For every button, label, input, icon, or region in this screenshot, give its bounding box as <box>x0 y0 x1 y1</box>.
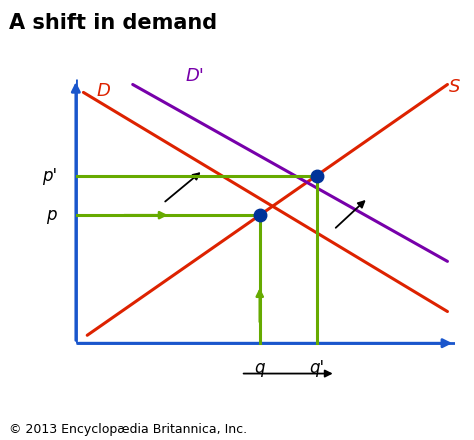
Text: p': p' <box>42 167 57 184</box>
Text: q': q' <box>309 359 324 377</box>
Text: p: p <box>46 206 57 224</box>
Text: S: S <box>449 78 461 96</box>
Text: q: q <box>255 359 265 377</box>
Text: © 2013 Encyclopædia Britannica, Inc.: © 2013 Encyclopædia Britannica, Inc. <box>9 422 247 436</box>
Text: A shift in demand: A shift in demand <box>9 13 218 33</box>
Text: D': D' <box>186 67 205 85</box>
Text: D: D <box>97 82 110 100</box>
